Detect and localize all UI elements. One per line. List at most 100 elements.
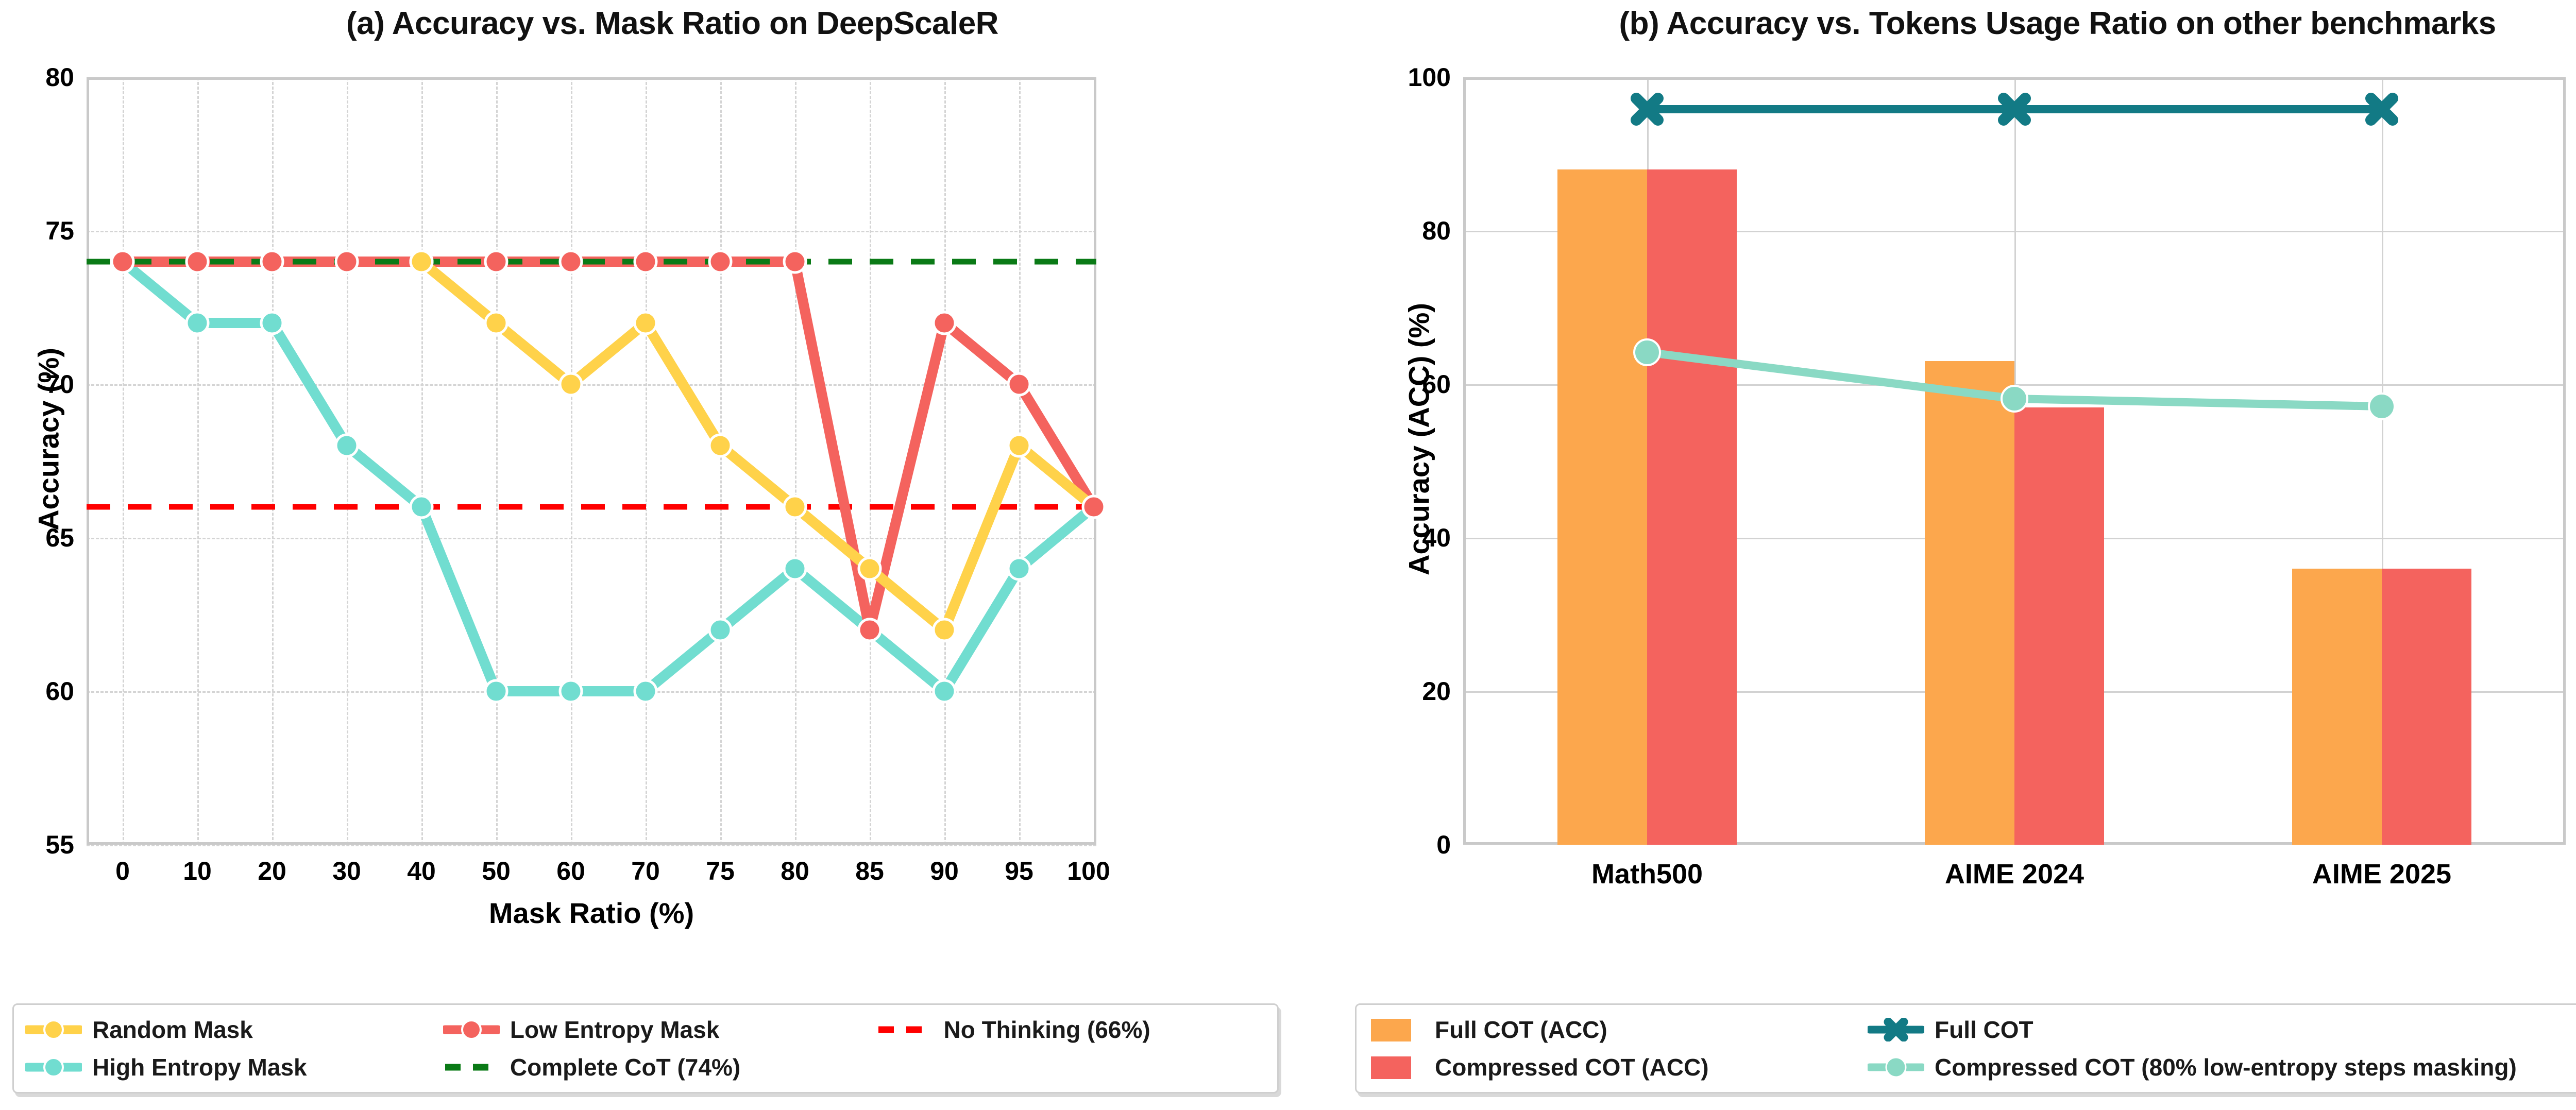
bar-aime2024-compressed-cot	[2014, 407, 2104, 845]
legend-label: Complete CoT (74%)	[510, 1054, 741, 1081]
legend-label: Full COT	[1935, 1016, 2033, 1043]
bar-aime2025-full-cot	[2292, 569, 2382, 845]
gridline-y-55	[87, 845, 1096, 846]
legend-item-full-cot-acc[interactable]: Full COT (ACC)	[1368, 1016, 1847, 1044]
xtick-label-math500: Math500	[1591, 859, 1703, 890]
markers-low-entropy-mask	[110, 249, 1106, 642]
axis-spine-top	[1463, 77, 2566, 80]
ytick-label-left: 60	[1422, 370, 1451, 399]
xtick-label-aime2024: AIME 2024	[1944, 859, 2084, 890]
ytick-label-left: 40	[1422, 523, 1451, 552]
xtick-label-aime2025: AIME 2025	[2312, 859, 2452, 890]
bar-math500-full-cot	[1557, 169, 1647, 845]
panel-b: (b) Accuracy vs. Tokens Usage Ratio on o…	[1345, 0, 2576, 1110]
panel-a-x-axis-label: Mask Ratio (%)	[488, 897, 694, 929]
ytick-label-right: 0.0	[2566, 830, 2576, 860]
gridline-x-80	[795, 77, 796, 845]
gridline-x-85	[870, 77, 871, 845]
xtick-label: 75	[706, 857, 735, 885]
gridline-x-40	[421, 77, 423, 845]
legend-item-complete-cot[interactable]: Complete CoT (74%)	[443, 1053, 856, 1081]
axis-spine-right	[2563, 77, 2566, 845]
ytick-label-right: 0.6	[2566, 369, 2576, 399]
legend-item-low-entropy-mask[interactable]: Low Entropy Mask	[443, 1016, 856, 1044]
gridline-cat-aime2025	[2382, 77, 2383, 845]
ytick-label-right: 0.4	[2566, 523, 2576, 553]
ytick-label-right: 1.0	[2566, 62, 2576, 92]
panel-a-title: (a) Accuracy vs. Mask Ratio on DeepScale…	[346, 6, 998, 41]
color-swatch-icon	[1368, 1018, 1425, 1041]
x-marker-line-icon	[1868, 1017, 1924, 1041]
legend-label: High Entropy Mask	[92, 1054, 307, 1081]
gridline-y-70	[87, 384, 1096, 386]
panel-b-series-layer	[1631, 93, 2398, 420]
axis-spine-top	[87, 77, 1096, 80]
xtick-label: 40	[407, 857, 436, 885]
ytick-label-left: 20	[1422, 677, 1451, 706]
line-marker-icon	[25, 1018, 82, 1041]
legend-item-full-cot-ratio[interactable]: Full COT	[1868, 1016, 2576, 1044]
legend-label: No Thinking (66%)	[943, 1016, 1150, 1043]
ytick-label: 80	[45, 63, 74, 92]
gridline-x-60	[571, 77, 572, 845]
xtick-label: 50	[482, 857, 511, 885]
panel-a-y-axis-label: Accuracy (%)	[32, 348, 65, 531]
gridline-y-65	[87, 538, 1096, 539]
markers-compressed-cot-ratio	[1633, 338, 2396, 420]
ytick-label: 55	[45, 830, 74, 859]
panel-b-y-axis-label-left: Accuracy (ACC) (%)	[1402, 303, 1435, 575]
xtick-label: 95	[1005, 857, 1033, 885]
ytick-label-right: 0.8	[2566, 216, 2576, 246]
panel-a: (a) Accuracy vs. Mask Ratio on DeepScale…	[12, 6, 1279, 1094]
gridline-x-95	[1019, 77, 1021, 845]
gridline-y-75	[87, 231, 1096, 232]
ytick-label-left: 100	[1408, 63, 1451, 92]
panel-b-legend: Full COT (ACC) Full COT Compre	[1355, 1003, 2576, 1094]
gridline-x-75	[720, 77, 722, 845]
line-marker-icon	[25, 1055, 82, 1079]
legend-item-high-entropy-mask[interactable]: High Entropy Mask	[25, 1053, 422, 1081]
legend-label: Full COT (ACC)	[1435, 1016, 1607, 1043]
legend-item-compressed-cot-ratio[interactable]: Compressed COT (80% low-entropy steps ma…	[1868, 1053, 2576, 1081]
panel-a-series-layer	[87, 249, 1106, 704]
gridline-x-10	[197, 77, 199, 845]
gridline-x-90	[944, 77, 946, 845]
markers-high-entropy-mask	[110, 249, 1031, 704]
legend-item-no-thinking[interactable]: No Thinking (66%)	[876, 1016, 1266, 1044]
ytick-label-left: 0	[1436, 830, 1451, 859]
dashed-line-icon	[876, 1018, 933, 1041]
gridline-x-20	[272, 77, 274, 845]
panel-a-legend: Random Mask Low Entropy Mask No Thinking…	[12, 1003, 1279, 1094]
color-swatch-icon	[1368, 1055, 1425, 1080]
panel-b-plot-area: 0 20 40 60 80 100 0.0 0.2 0.4 0.6 0.8 1.…	[1408, 63, 2566, 890]
bar-aime2024-full-cot	[1925, 361, 2014, 845]
legend-item-compressed-cot-acc[interactable]: Compressed COT (ACC)	[1368, 1053, 1847, 1081]
xtick-label: 20	[258, 857, 286, 885]
ytick-label: 65	[45, 523, 74, 552]
ytick-label: 60	[45, 677, 74, 706]
xtick-label: 10	[183, 857, 212, 885]
panel-a-plot-area: 55 60 65 70 75 80 0 10 20 30 40 50 60 70…	[45, 63, 1110, 885]
markers-random-mask	[409, 249, 1031, 642]
axis-spine-left	[87, 77, 89, 845]
axis-spine-bottom	[87, 842, 1096, 845]
line-marker-icon	[443, 1018, 500, 1041]
legend-label: Low Entropy Mask	[510, 1016, 720, 1043]
markers-full-cot-ratio	[1631, 93, 2398, 126]
line-high-entropy-mask	[117, 257, 1099, 696]
xtick-label: 0	[115, 857, 130, 885]
axis-spine-left	[1463, 77, 1466, 845]
gridline-x-30	[347, 77, 348, 845]
xtick-label: 80	[781, 857, 809, 885]
bar-math500-compressed-cot	[1647, 169, 1737, 845]
xtick-label: 100	[1067, 857, 1110, 885]
ytick-label: 70	[45, 370, 74, 399]
gridline-x-50	[496, 77, 498, 845]
legend-item-random-mask[interactable]: Random Mask	[25, 1016, 422, 1044]
legend-label: Random Mask	[92, 1016, 253, 1043]
axis-spine-right	[1094, 77, 1096, 845]
xtick-label: 85	[855, 857, 884, 885]
gridline-x-70	[646, 77, 647, 845]
xtick-label: 90	[930, 857, 959, 885]
